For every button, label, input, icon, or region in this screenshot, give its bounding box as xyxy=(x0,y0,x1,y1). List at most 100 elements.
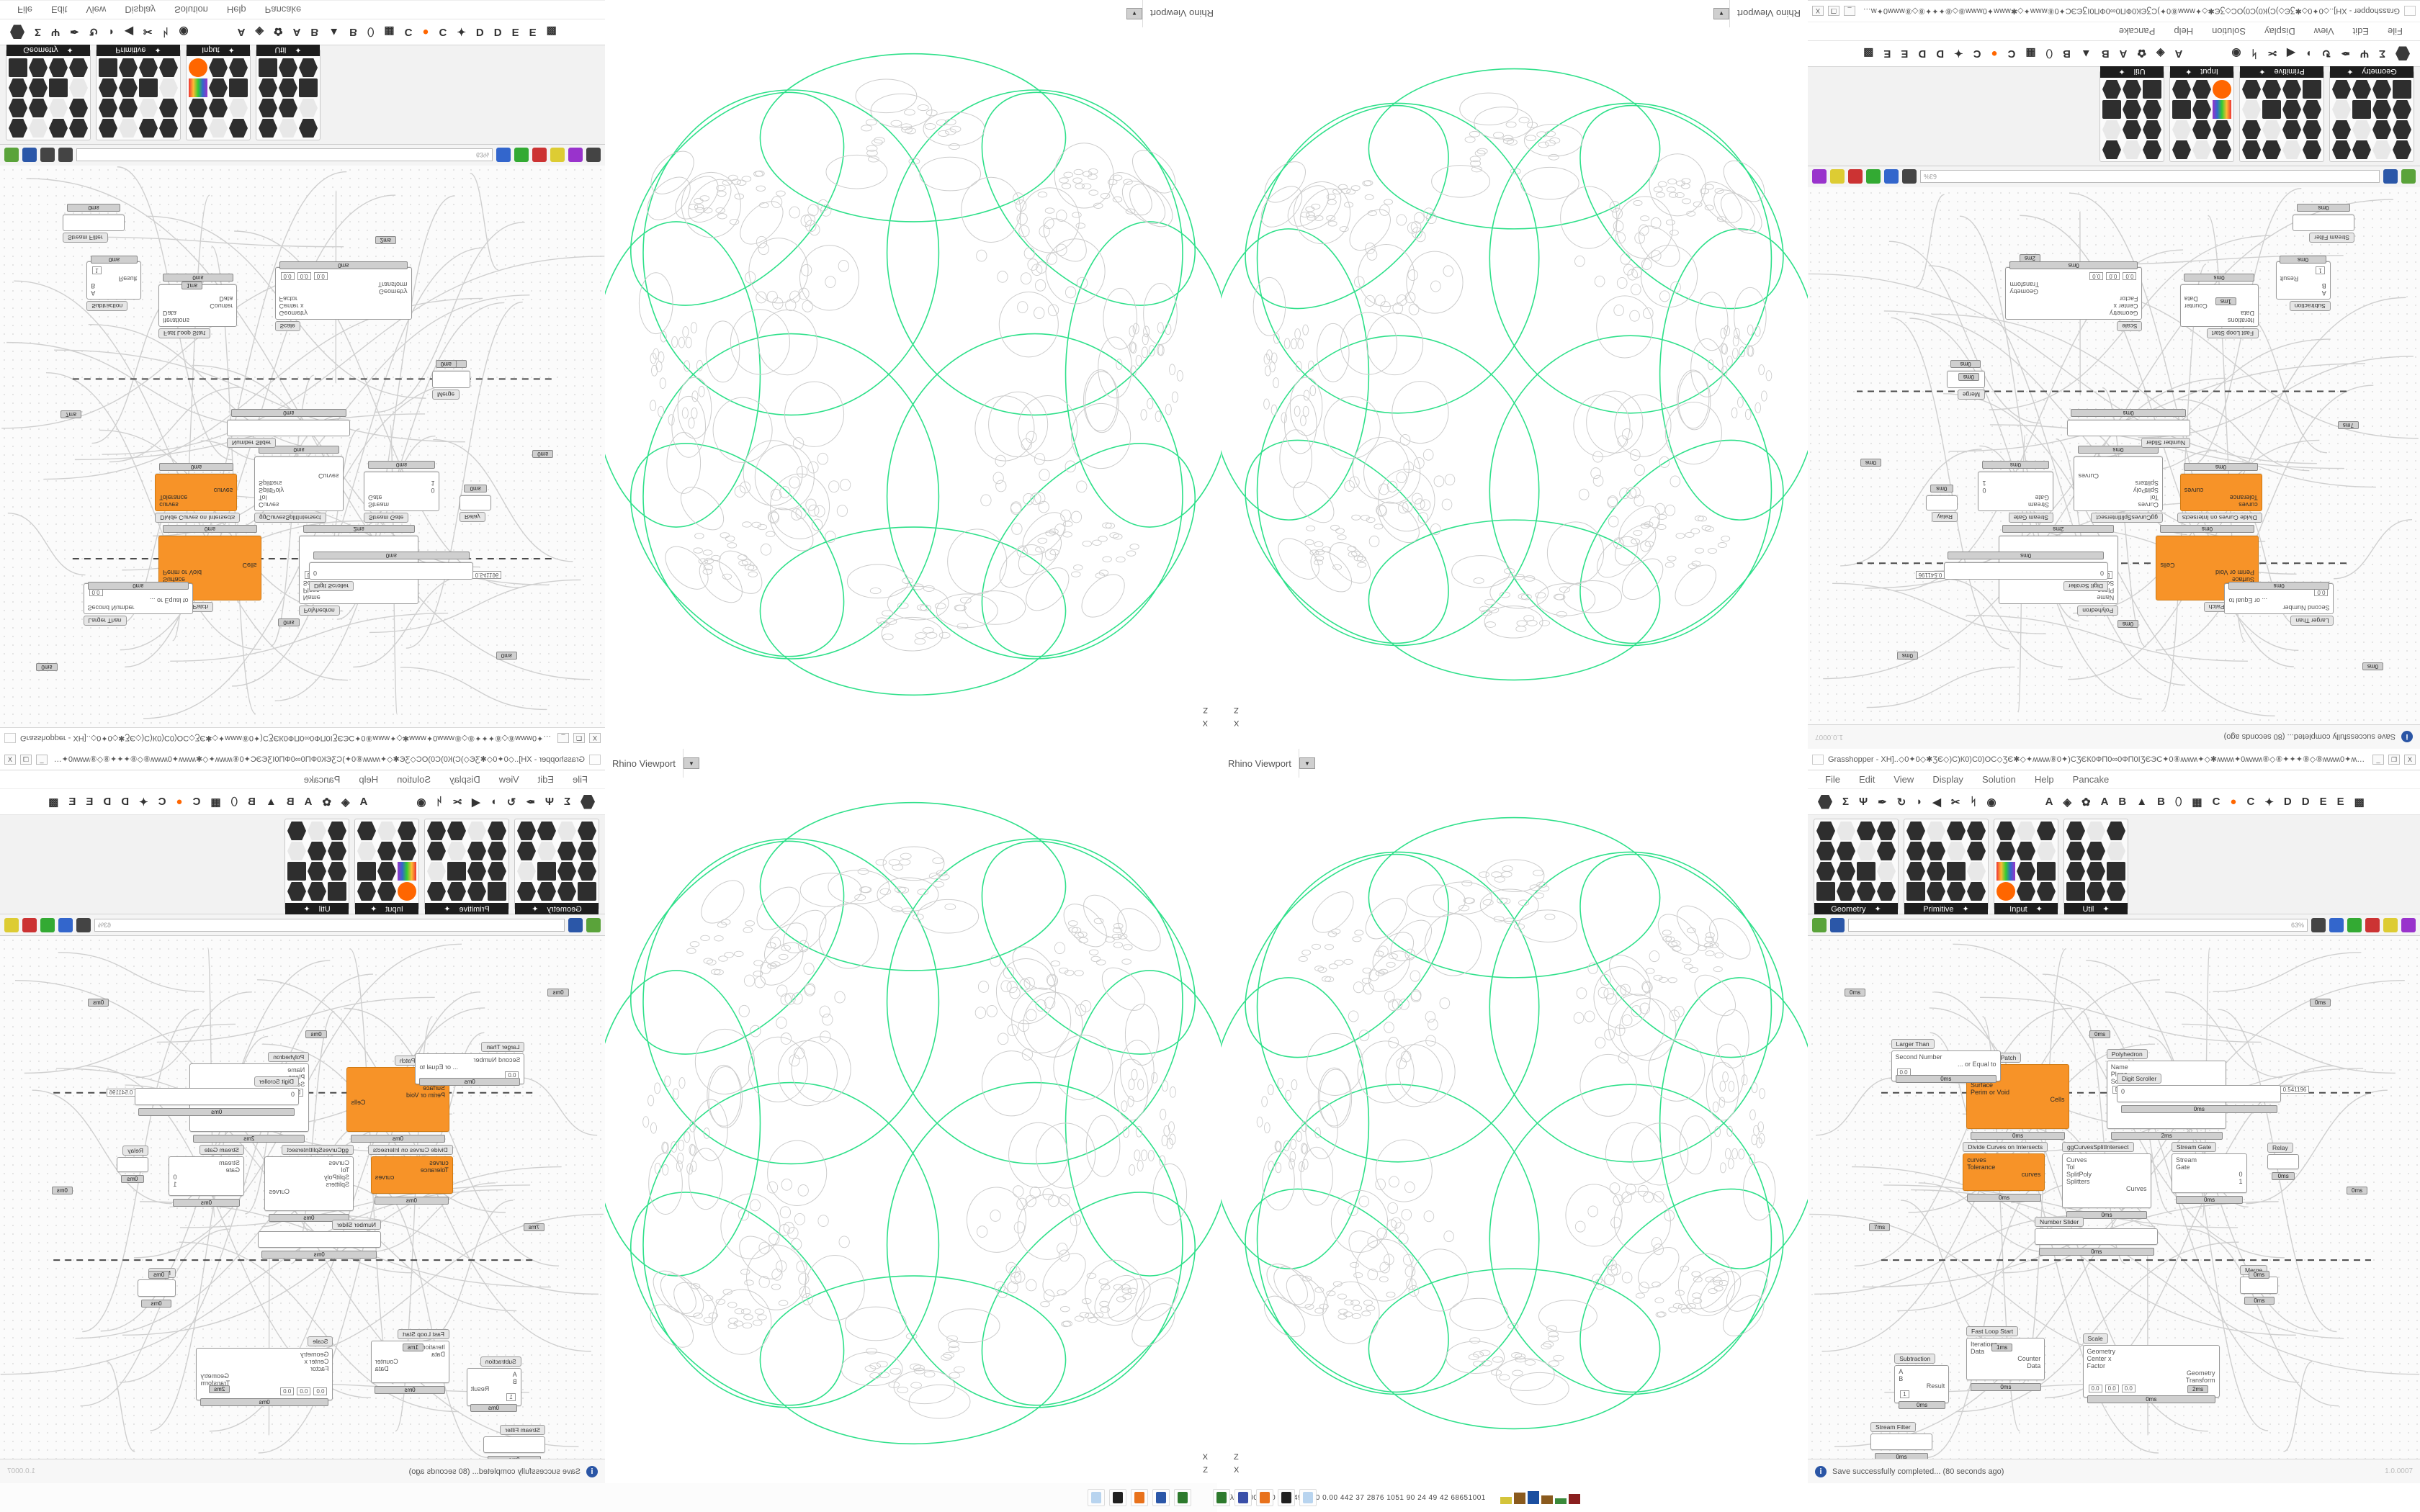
component-icon-3-5[interactable] xyxy=(2087,842,2105,860)
palette-group-input[interactable]: Input ✦ xyxy=(354,819,419,915)
palette-icons[interactable] xyxy=(187,56,250,140)
taskbar-button[interactable] xyxy=(1299,1489,1317,1506)
ribbon-group-16[interactable]: E xyxy=(68,796,76,808)
component-icon-1-11[interactable] xyxy=(2262,80,2281,99)
menu-item-edit[interactable]: Edit xyxy=(1858,774,1876,785)
component-icon-1-0[interactable] xyxy=(2303,140,2321,159)
component-icon-0-10[interactable] xyxy=(2352,100,2371,119)
ribbon-group-3[interactable]: A xyxy=(2119,48,2128,60)
component-icon-3-7[interactable] xyxy=(279,58,297,77)
node-output-0[interactable]: 0 xyxy=(173,1173,177,1181)
component-icon-0-4[interactable] xyxy=(29,119,48,138)
open-file-icon[interactable] xyxy=(4,148,19,163)
node-output-geometry[interactable]: Geometry xyxy=(378,288,408,296)
node-input-factor[interactable]: Factor xyxy=(2087,1362,2106,1369)
ribbon-tab-3[interactable]: ↻ xyxy=(89,25,99,38)
component-icon-0-4[interactable] xyxy=(2372,140,2391,159)
viewport-name-3[interactable]: Rhino Viewport xyxy=(605,749,684,778)
ribbon-group-15[interactable]: E xyxy=(1901,48,1909,60)
menu-item-view[interactable]: View xyxy=(1894,774,1914,785)
node-caption[interactable]: Scale xyxy=(2117,321,2143,332)
node-field-cz[interactable]: 0.0 xyxy=(280,1387,295,1395)
component-icon-2-5[interactable] xyxy=(377,842,396,860)
component-icon-2-6[interactable] xyxy=(2192,100,2211,119)
component-icon-2-5[interactable] xyxy=(209,99,228,117)
node-field-n[interactable]: 0.0 xyxy=(2314,588,2329,596)
component-icon-3-1[interactable] xyxy=(259,99,277,117)
node-output-0[interactable]: 0 xyxy=(431,487,435,495)
node-output-0[interactable]: 0 xyxy=(2238,1170,2243,1178)
palette-tab-label[interactable]: Geometry ✦ xyxy=(6,44,90,56)
viewport-name-4[interactable]: Rhino Viewport xyxy=(1221,749,1299,778)
node-output-data[interactable]: Data xyxy=(375,1365,389,1372)
node-caption[interactable]: Larger Than xyxy=(2290,616,2334,626)
ribbon-tab-2[interactable]: ✒ xyxy=(2341,47,2350,60)
node-input-factor[interactable]: Factor xyxy=(310,1364,329,1372)
ribbon-group-0[interactable]: A xyxy=(237,26,246,38)
node-input-splitpoly[interactable]: SplitPoly xyxy=(2066,1170,2092,1178)
menu-item-file[interactable]: File xyxy=(17,4,32,15)
component-icon-1-5[interactable] xyxy=(119,99,138,117)
component-icon-2-4[interactable] xyxy=(2192,140,2211,159)
ribbon-group-7[interactable]: ⬯ xyxy=(230,796,238,808)
ribbon-group-17[interactable]: ▩ xyxy=(48,796,59,809)
gh-node[interactable]: Geometry Center x Factor Geometry Transform 0… xyxy=(2082,1344,2220,1398)
canvas-toolbar-bl[interactable]: 63% xyxy=(0,914,605,936)
ribbon-tab-6[interactable]: ✂ xyxy=(1950,796,1960,809)
ribbon-group-14[interactable]: D xyxy=(2301,796,2310,808)
gh-node[interactable]: Stream Gate 0 1 xyxy=(2172,1153,2247,1193)
component-icon-3-0[interactable] xyxy=(328,822,346,840)
component-icon-2-8[interactable] xyxy=(2172,140,2191,159)
component-icon-2-9[interactable] xyxy=(2037,842,2056,860)
component-icon-2-0[interactable] xyxy=(1996,822,2015,840)
node-input-stream[interactable]: Stream xyxy=(2027,501,2049,509)
node-field-cy[interactable]: 0.0 xyxy=(297,272,311,281)
rhino-viewport-bottom-1[interactable]: Rhino Viewport ▼ X Z xyxy=(605,749,1221,1483)
menu-item-display[interactable]: Display xyxy=(2264,26,2295,37)
component-icon-1-14[interactable] xyxy=(427,862,446,881)
record-icon[interactable] xyxy=(2365,917,2380,932)
node-field-b[interactable]: 1 xyxy=(1900,1390,1909,1398)
component-icon-1-3[interactable] xyxy=(488,882,506,901)
component-icon-2-3[interactable] xyxy=(1996,882,2015,901)
component-icon-0-13[interactable] xyxy=(517,842,536,860)
component-icon-1-0[interactable] xyxy=(1906,822,1925,840)
component-icon-2-5[interactable] xyxy=(2017,842,2035,860)
undo-icon[interactable] xyxy=(40,148,55,163)
node-input-center-x[interactable]: Center x xyxy=(304,1357,329,1365)
node-output-1[interactable]: 1 xyxy=(431,480,435,487)
ribbon-group-15[interactable]: E xyxy=(2319,796,2327,808)
maximize-button[interactable]: ❐ xyxy=(20,754,32,765)
component-icon-1-9[interactable] xyxy=(2262,120,2281,139)
node-caption[interactable]: Number Slider xyxy=(227,438,277,448)
color-picker-icon[interactable] xyxy=(568,148,583,163)
component-icon-3-2[interactable] xyxy=(2143,100,2161,119)
gh-node[interactable] xyxy=(227,420,350,436)
component-icon-1-15[interactable] xyxy=(2242,80,2261,99)
component-icon-0-1[interactable] xyxy=(2393,120,2411,139)
ribbon-group-0[interactable]: A xyxy=(2174,48,2183,60)
undo-icon[interactable] xyxy=(2311,917,2326,932)
ribbon-tab-7[interactable]: ᛋ xyxy=(162,26,169,38)
viewport-bar-2[interactable]: Rhino Viewport ▼ xyxy=(1221,0,1808,27)
node-input-iterations[interactable]: Iterations xyxy=(1971,1341,1998,1348)
ribbon-group-14[interactable]: D xyxy=(1918,48,1927,60)
node-input-name[interactable]: Name xyxy=(287,1066,305,1074)
palette-expand-icon[interactable]: ✦ xyxy=(228,45,235,54)
ribbon-group-1[interactable]: ◈ xyxy=(2063,796,2071,809)
ribbon-tab-2[interactable]: ✒ xyxy=(70,25,79,38)
component-icon-3-9[interactable] xyxy=(287,842,306,860)
gh-node[interactable] xyxy=(2067,420,2190,436)
component-icon-2-6[interactable] xyxy=(377,862,396,881)
menu-item-display[interactable]: Display xyxy=(125,4,156,15)
ribbon-tab-3[interactable]: ↻ xyxy=(2321,47,2331,60)
node-output-curves[interactable]: curves xyxy=(2184,487,2204,495)
node-input-iterations[interactable]: Iterations xyxy=(2227,317,2254,324)
ribbon-tab-3[interactable]: ↻ xyxy=(1896,796,1906,809)
component-icon-3-5[interactable] xyxy=(2123,120,2141,139)
node-input-splitpoly[interactable]: SplitPoly xyxy=(323,1173,349,1181)
gh-node[interactable]: curves Tolerance curves xyxy=(1963,1153,2045,1191)
maximize-button[interactable]: ❐ xyxy=(2388,754,2400,765)
node-caption[interactable]: Fast Loop Start xyxy=(158,328,211,338)
ribbon-group-2[interactable]: ✿ xyxy=(2137,47,2146,60)
